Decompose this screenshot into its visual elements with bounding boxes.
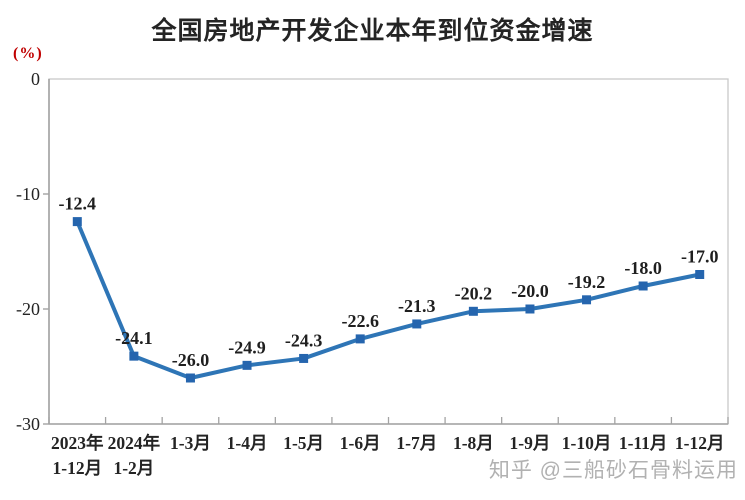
data-point-marker	[582, 295, 592, 305]
x-axis-label-line2: 1-2月	[113, 458, 154, 478]
data-point-label: -20.2	[455, 283, 493, 303]
x-axis-label-line1: 1-8月	[453, 433, 494, 453]
data-point-label: -20.0	[511, 281, 549, 301]
x-axis-label-line1: 1-11月	[619, 433, 668, 453]
x-axis-label-line1: 1-3月	[170, 433, 211, 453]
data-point-label: -24.9	[228, 337, 266, 357]
data-point-marker	[299, 353, 309, 363]
chart-title: 全国房地产开发企业本年到位资金增速	[151, 17, 594, 45]
x-axis-label-line1: 1-12月	[675, 433, 725, 453]
x-axis-label-line1: 1-4月	[227, 433, 268, 453]
data-point-marker	[355, 334, 365, 344]
plot-area	[48, 78, 729, 425]
data-point-marker	[638, 281, 648, 291]
data-point-marker	[72, 217, 82, 227]
data-point-marker	[242, 360, 252, 370]
x-axis-label-line1: 2023年	[51, 433, 104, 453]
y-tick-label: -10	[16, 184, 40, 204]
data-point-marker	[129, 351, 139, 361]
data-point-label: -24.3	[285, 330, 323, 350]
data-point-label: -26.0	[172, 350, 210, 370]
data-point-label: -12.4	[59, 194, 97, 214]
data-point-marker	[525, 304, 535, 314]
x-axis-label-line1: 2024年	[108, 433, 161, 453]
data-point-marker	[468, 306, 478, 316]
data-point-label: -24.1	[115, 328, 153, 348]
data-point-label: -18.0	[624, 258, 662, 278]
x-axis-label-line1: 1-9月	[510, 433, 551, 453]
y-axis-unit-label: (%)	[13, 45, 43, 62]
data-point-label: -19.2	[568, 272, 606, 292]
data-point-marker	[695, 270, 705, 279]
data-point-marker	[185, 373, 195, 383]
series-line	[75, 219, 702, 380]
x-axis-label-line1: 1-5月	[283, 433, 324, 453]
data-point-label: -22.6	[341, 311, 379, 331]
x-axis-label-line2: 1-12月	[53, 458, 103, 478]
x-axis-label-line1: 1-10月	[562, 433, 612, 453]
x-axis-label-line1: 1-7月	[396, 433, 437, 453]
x-axis-label-line1: 1-6月	[340, 433, 381, 453]
y-tick-label: -20	[16, 299, 40, 319]
data-point-label: -21.3	[398, 296, 436, 316]
y-tick-label: 0	[31, 69, 40, 89]
y-tick-label: -30	[16, 414, 40, 434]
watermark: 知乎 @三船砂石骨料运用	[488, 459, 738, 482]
data-point-label: -17.0	[681, 247, 719, 267]
data-point-marker	[412, 319, 422, 329]
